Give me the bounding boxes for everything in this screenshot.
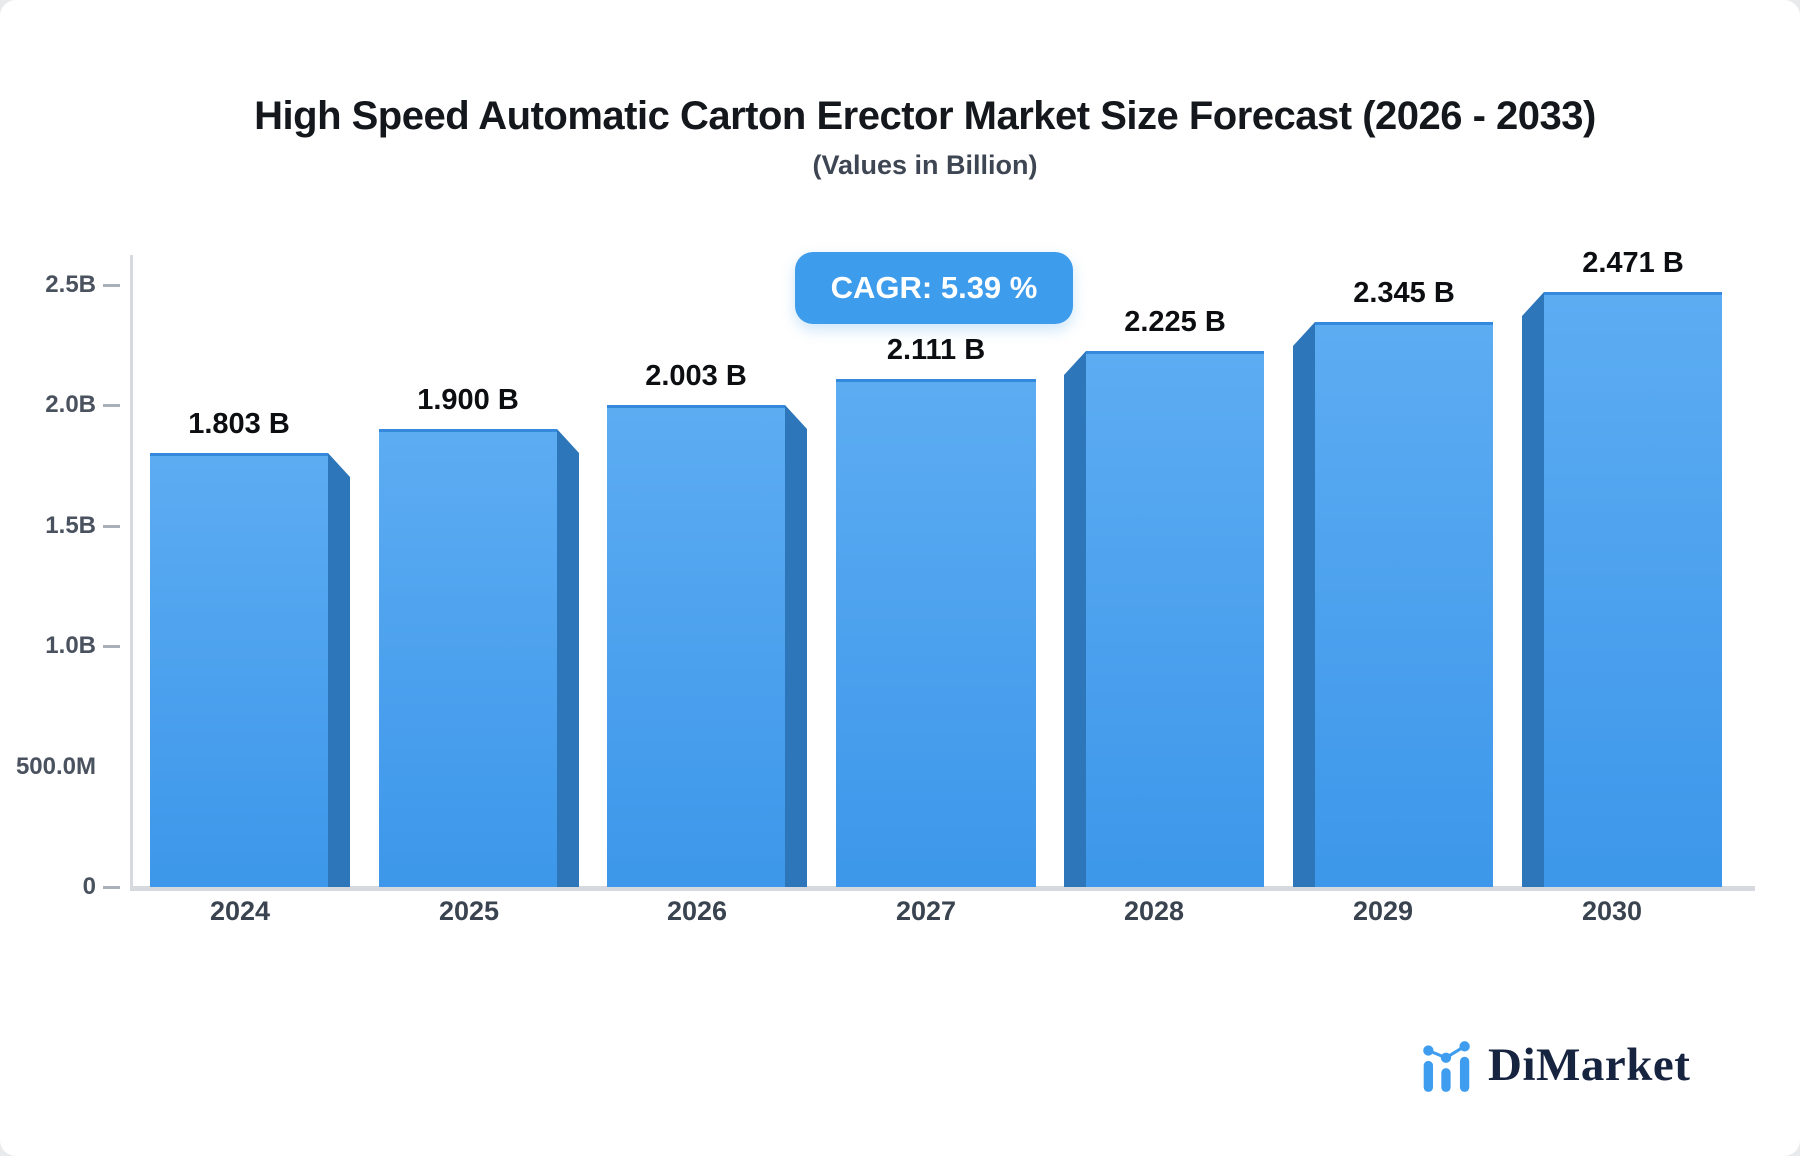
cagr-badge-label: CAGR: 5.39 % (830, 270, 1038, 305)
bar-2030[interactable] (1544, 292, 1722, 887)
y-tick-label-1.0B: 1.0B (45, 632, 96, 659)
y-tick-dash-1.5B (103, 525, 120, 528)
bar-2026[interactable] (607, 405, 785, 887)
bar-value-label-2030: 2.471 B (1582, 247, 1684, 279)
bar-3d-side-2024 (328, 453, 350, 887)
y-tick-dash-1.0B (103, 645, 120, 648)
bar-3d-side-2029 (1293, 322, 1315, 887)
bar-3d-side-2030 (1522, 292, 1544, 887)
x-tick-label-2029: 2029 (1352, 896, 1414, 926)
bar-2029[interactable] (1315, 322, 1493, 887)
bar-2028[interactable] (1086, 351, 1264, 887)
x-tick-label-2027: 2027 (895, 896, 957, 926)
bar-value-label-2028: 2.225 B (1124, 306, 1226, 338)
y-tick-dash-2.5B (103, 284, 120, 287)
chart-subtitle: (Values in Billion) (812, 150, 1038, 180)
bar-chart-trend-icon (1423, 1041, 1470, 1092)
y-tick-label-500.0M: 500.0M (15, 753, 96, 780)
y-axis-line (130, 255, 133, 889)
y-tick-dash-0 (103, 886, 120, 889)
x-tick-label-2024: 2024 (209, 896, 271, 926)
dimarket-logo: DiMarket (1420, 1036, 1690, 1094)
x-tick-label-2025: 2025 (438, 896, 500, 926)
bar-2027[interactable] (836, 379, 1036, 887)
cagr-badge: CAGR: 5.39 % (795, 252, 1073, 324)
bar-3d-side-2025 (557, 429, 579, 887)
x-axis-baseline (130, 886, 1755, 891)
y-tick-label-1.5B: 1.5B (45, 512, 96, 539)
bar-3d-side-2028 (1064, 351, 1086, 887)
logo-text: DiMarket (1488, 1039, 1691, 1091)
x-tick-label-2026: 2026 (666, 896, 728, 926)
y-tick-label-2.5B: 2.5B (45, 271, 96, 298)
bar-value-label-2024: 1.803 B (188, 408, 290, 440)
y-tick-dash-2.0B (103, 404, 120, 407)
bar-value-label-2029: 2.345 B (1353, 277, 1455, 309)
x-tick-label-2028: 2028 (1123, 896, 1185, 926)
bar-2024[interactable] (150, 453, 328, 887)
y-tick-label-0: 0 (82, 873, 96, 900)
bar-2025[interactable] (379, 429, 557, 887)
y-tick-label-2.0B: 2.0B (45, 391, 96, 418)
bar-value-label-2027: 2.111 B (886, 334, 986, 366)
bar-value-label-2026: 2.003 B (645, 360, 747, 392)
bar-3d-side-2026 (785, 405, 807, 887)
chart-title: High Speed Automatic Carton Erector Mark… (254, 94, 1596, 138)
x-tick-label-2030: 2030 (1581, 896, 1643, 926)
bar-value-label-2025: 1.900 B (417, 384, 519, 416)
